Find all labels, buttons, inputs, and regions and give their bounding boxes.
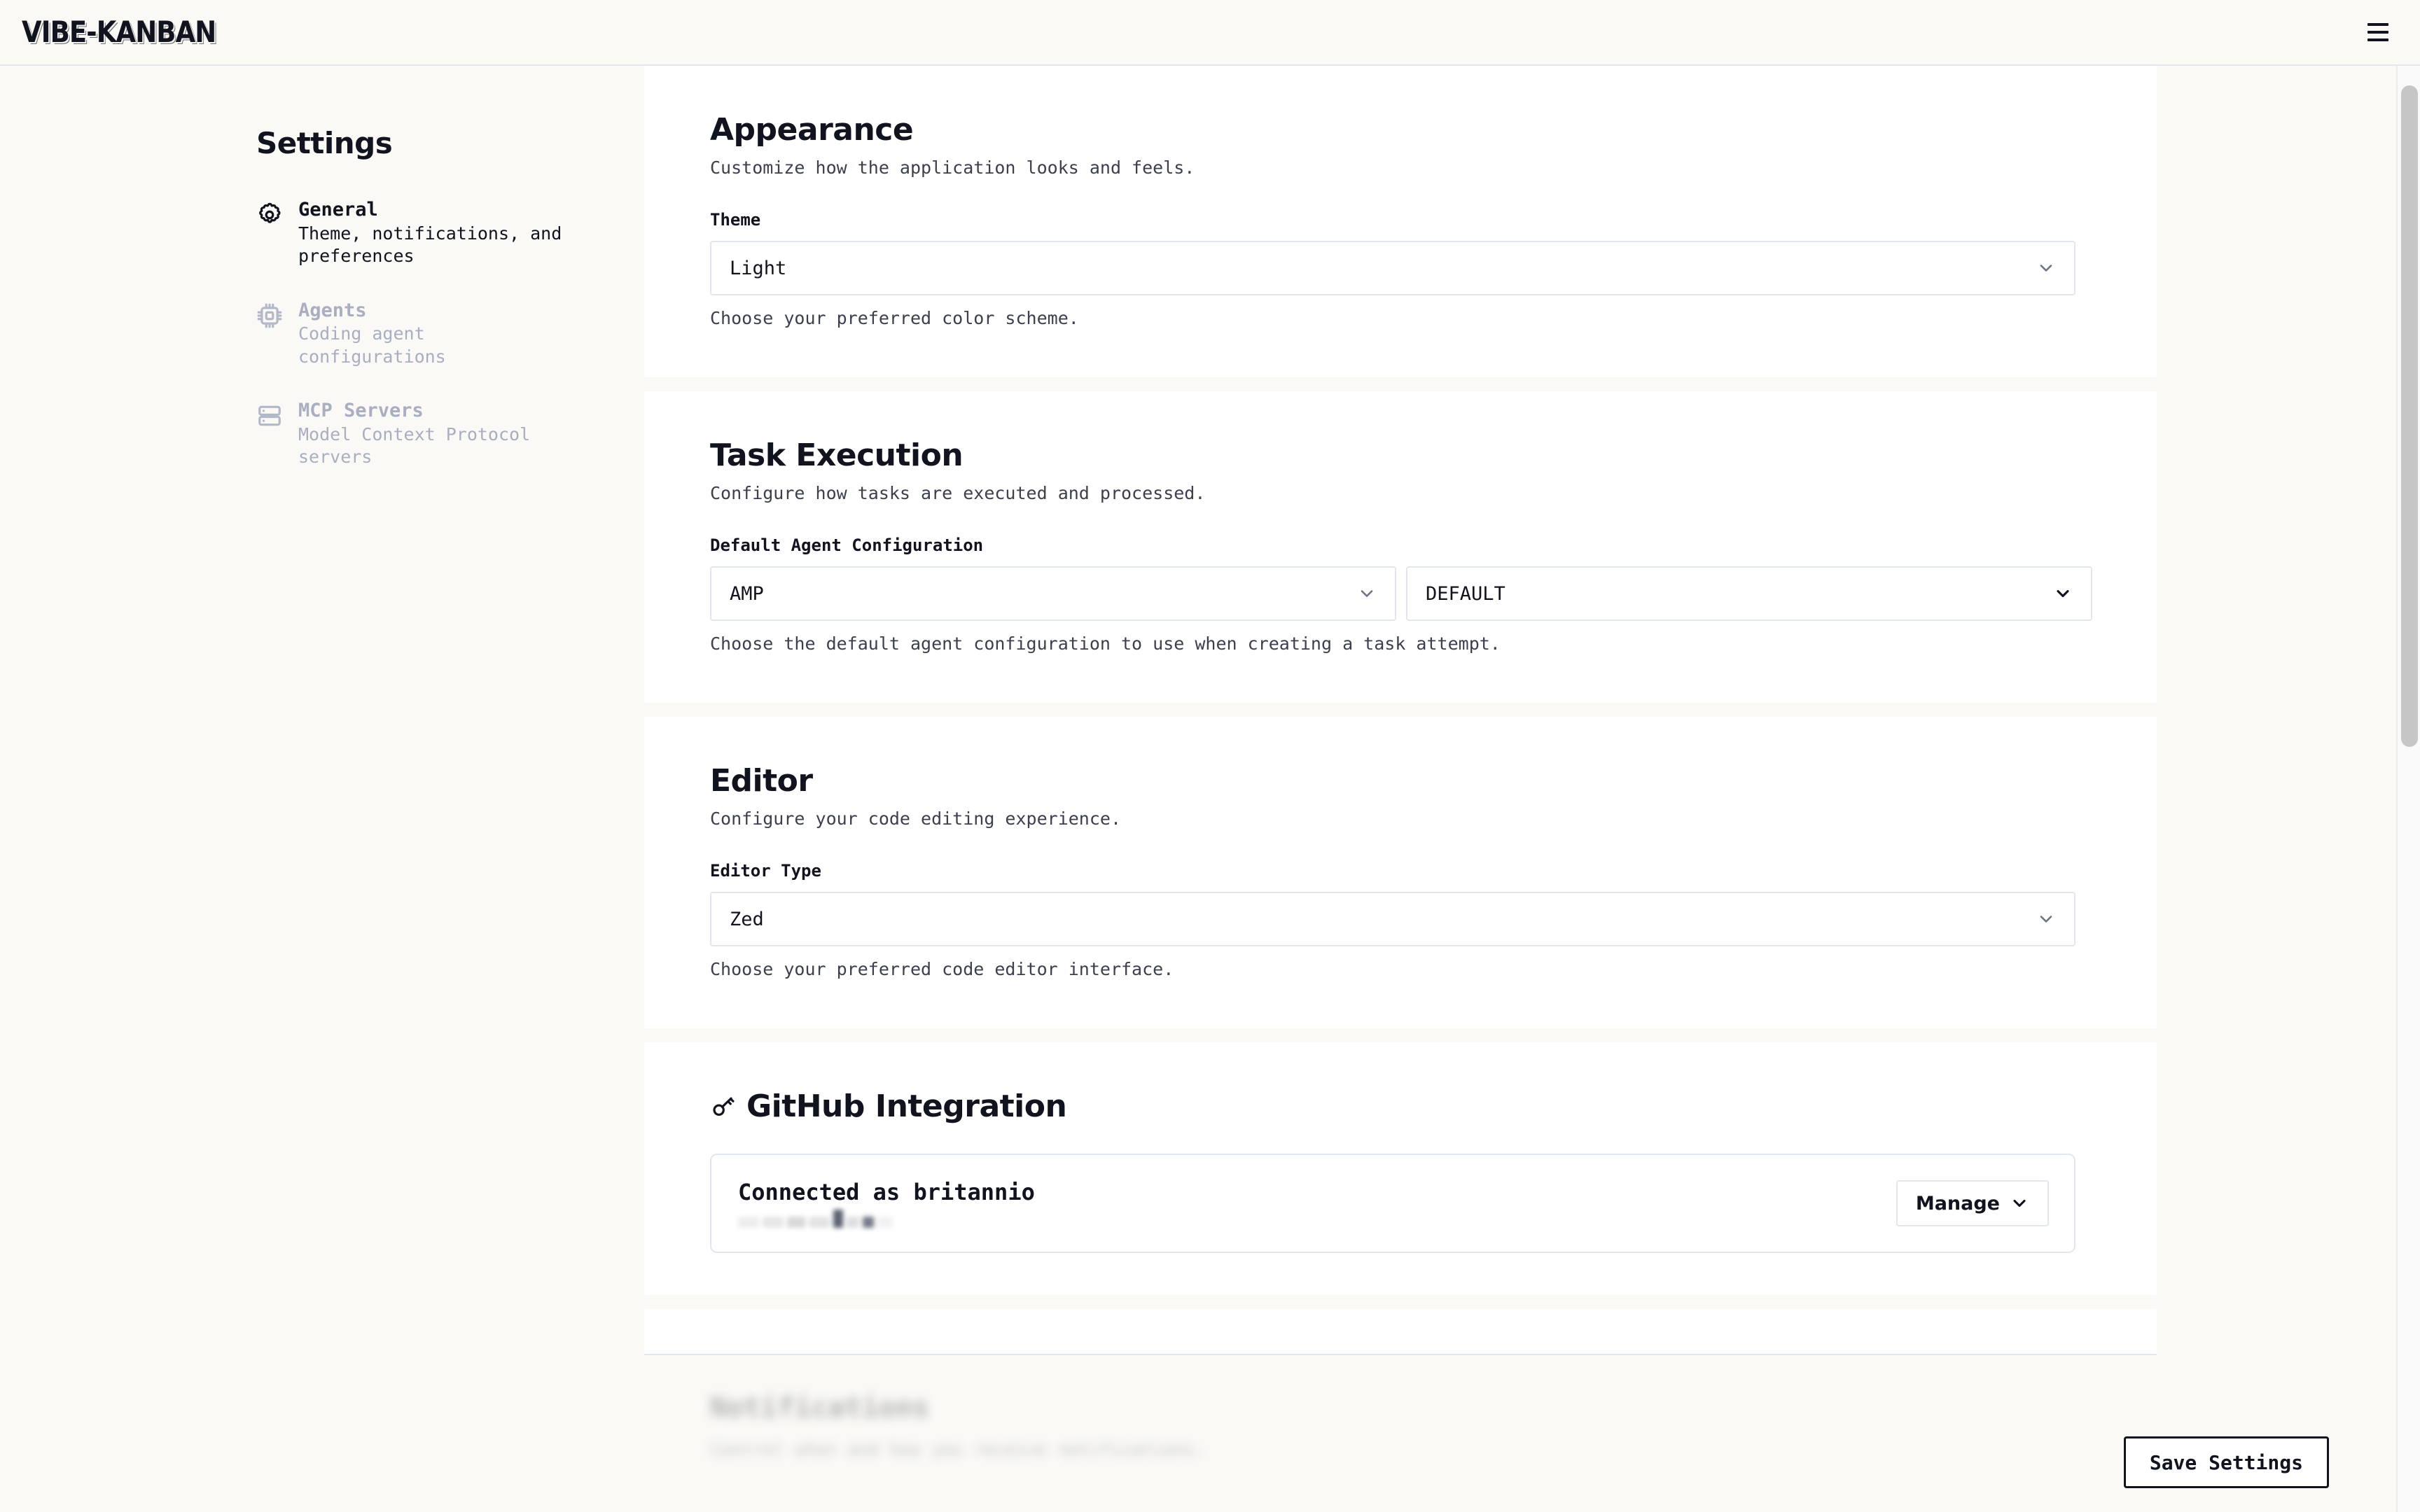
appearance-card: Appearance Customize how the application… xyxy=(644,66,2157,377)
page-title: Settings xyxy=(256,126,393,160)
chevron-down-icon xyxy=(2040,265,2052,272)
agent-config-label: Default Agent Configuration xyxy=(710,536,984,555)
save-settings-button[interactable]: Save Settings xyxy=(2123,1436,2329,1488)
sidebar-item-general-desc: Theme, notifications, and preferences xyxy=(298,223,562,267)
theme-field-label: Theme xyxy=(710,210,761,230)
notifications-title: Notifications xyxy=(710,1392,930,1424)
editor-subtitle: Configure your code editing experience. xyxy=(710,808,1121,829)
sidebar-item-agents[interactable]: Agents Coding agent configurations xyxy=(256,299,564,369)
cpu-chip-icon xyxy=(257,303,282,328)
github-manage-label: Manage xyxy=(1915,1192,2000,1214)
chevron-down-icon xyxy=(2040,916,2052,923)
settings-content-scroll: Appearance Customize how the application… xyxy=(644,66,2388,1512)
brand-logo[interactable]: VIBE-KANBAN xyxy=(22,15,216,49)
app-header: VIBE-KANBAN xyxy=(0,0,2420,66)
task-execution-title: Task Execution xyxy=(710,438,964,473)
editor-type-select[interactable]: Zed xyxy=(710,892,2075,946)
hamburger-menu-icon[interactable] xyxy=(2358,13,2398,52)
chevron-down-icon xyxy=(2057,589,2069,598)
editor-type-select-value: Zed xyxy=(730,908,764,930)
agent-variant-select[interactable]: DEFAULT xyxy=(1406,566,2092,621)
theme-select-value: Light xyxy=(730,257,787,279)
github-email-redacted xyxy=(738,1210,969,1228)
key-icon xyxy=(713,1097,735,1116)
sidebar-item-agents-desc: Coding agent configurations xyxy=(298,323,446,367)
github-manage-button[interactable]: Manage xyxy=(1896,1180,2049,1226)
agent-config-hint: Choose the default agent configuration t… xyxy=(710,634,1501,654)
theme-field-hint: Choose your preferred color scheme. xyxy=(710,308,1079,328)
sidebar-item-mcp-label: MCP Servers xyxy=(298,400,424,422)
settings-sidebar: Settings General Theme, notifications, a… xyxy=(0,66,644,500)
editor-title: Editor xyxy=(710,763,813,799)
menu-line-2 xyxy=(2367,31,2388,34)
server-icon xyxy=(258,405,281,426)
chevron-down-icon xyxy=(1361,590,1373,597)
vertical-scrollbar-track[interactable] xyxy=(2396,66,2420,1512)
agent-select-value: AMP xyxy=(730,582,764,605)
sidebar-item-agents-label: Agents xyxy=(298,299,367,321)
github-integration-title-text: GitHub Integration xyxy=(746,1088,1067,1124)
sidebar-item-mcp-desc: Model Context Protocol servers xyxy=(298,424,531,468)
notifications-subtitle: Control when and how you receive notific… xyxy=(710,1439,1206,1460)
github-integration-card: GitHub Integration Connected as britanni… xyxy=(644,1042,2157,1295)
settings-page-body: Settings General Theme, notifications, a… xyxy=(0,66,2420,1512)
editor-type-hint: Choose your preferred code editor interf… xyxy=(710,959,1174,979)
sidebar-item-mcp-servers[interactable]: MCP Servers Model Context Protocol serve… xyxy=(256,399,564,469)
github-account-panel: Connected as britannio xyxy=(710,1154,2075,1253)
notifications-card-top-edge xyxy=(644,1309,2157,1355)
notifications-card: Notifications Control when and how you r… xyxy=(644,1355,2388,1460)
agent-variant-select-value: DEFAULT xyxy=(1426,582,1505,605)
github-integration-title: GitHub Integration xyxy=(710,1088,2092,1124)
sidebar-item-general-label: General xyxy=(298,199,378,220)
appearance-title: Appearance xyxy=(710,112,914,148)
save-settings-bar: Save Settings xyxy=(0,1425,2420,1512)
task-execution-card: Task Execution Configure how tasks are e… xyxy=(644,391,2157,703)
editor-type-label: Editor Type xyxy=(710,861,821,881)
sidebar-item-general[interactable]: General Theme, notifications, and prefer… xyxy=(256,198,564,268)
menu-line-1 xyxy=(2367,23,2388,26)
appearance-subtitle: Customize how the application looks and … xyxy=(710,158,1195,178)
vertical-scrollbar-thumb[interactable] xyxy=(2401,85,2418,747)
theme-select[interactable]: Light xyxy=(710,241,2075,295)
github-connected-label: Connected as britannio xyxy=(738,1179,1035,1205)
task-execution-subtitle: Configure how tasks are executed and pro… xyxy=(710,483,1206,503)
menu-line-3 xyxy=(2367,38,2388,41)
agent-select[interactable]: AMP xyxy=(710,566,1396,621)
chevron-down-icon xyxy=(2013,1199,2026,1208)
editor-card: Editor Configure your code editing exper… xyxy=(644,717,2157,1028)
gear-icon xyxy=(259,202,281,223)
